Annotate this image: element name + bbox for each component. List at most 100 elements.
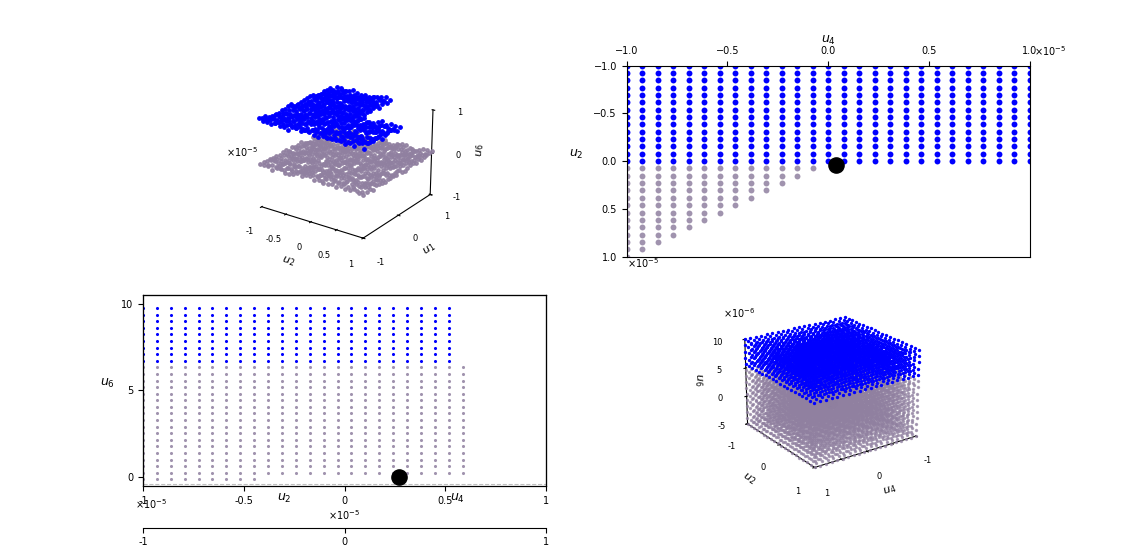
Point (328, 409, 347, 418)
Point (161, 383, 180, 391)
Point (990, 135, 1008, 144)
Point (245, 336, 263, 345)
Point (943, 142, 961, 151)
Point (134, 462, 152, 471)
Point (384, 323, 403, 332)
Point (301, 304, 319, 312)
Point (204, 304, 222, 312)
Point (328, 357, 347, 365)
Point (649, 186, 667, 195)
Point (694, 150, 713, 158)
Point (866, 150, 884, 158)
Point (803, 98, 821, 106)
Point (161, 343, 180, 352)
Point (245, 310, 263, 319)
Point (190, 436, 208, 444)
Point (1020, 68, 1039, 77)
Point (231, 323, 249, 332)
Point (680, 223, 698, 232)
Point (328, 436, 347, 444)
Point (412, 409, 430, 418)
Point (287, 449, 305, 458)
Point (772, 83, 791, 92)
Point (384, 363, 403, 372)
Point (245, 416, 263, 424)
Point (990, 83, 1008, 92)
Point (287, 363, 305, 372)
Point (259, 304, 277, 312)
Point (990, 150, 1008, 158)
Point (881, 76, 899, 85)
Point (680, 61, 698, 70)
Point (161, 396, 180, 405)
Point (710, 68, 729, 77)
Point (272, 310, 291, 319)
Point (772, 171, 791, 180)
Point (342, 429, 360, 437)
Point (384, 462, 403, 471)
Point (161, 357, 180, 365)
Point (664, 135, 682, 144)
Point (426, 422, 444, 431)
Point (231, 429, 249, 437)
Point (928, 83, 946, 92)
Point (439, 455, 458, 464)
Point (231, 363, 249, 372)
Point (633, 91, 651, 99)
Point (664, 127, 682, 136)
Point (161, 455, 180, 464)
Point (287, 429, 305, 437)
Point (175, 436, 193, 444)
Point (259, 468, 277, 477)
Point (649, 61, 667, 70)
Point (272, 416, 291, 424)
Point (866, 105, 884, 114)
Point (772, 150, 791, 158)
Point (912, 68, 930, 77)
Point (161, 468, 180, 477)
Point (148, 330, 166, 339)
Point (788, 164, 807, 173)
Point (342, 336, 360, 345)
Point (134, 396, 152, 405)
Point (618, 230, 636, 239)
Point (850, 135, 868, 144)
Point (148, 402, 166, 411)
Point (974, 91, 992, 99)
Point (881, 135, 899, 144)
Point (371, 468, 389, 477)
Point (217, 343, 236, 352)
Point (726, 135, 745, 144)
Point (710, 112, 729, 121)
Point (866, 98, 884, 106)
Point (315, 402, 333, 411)
Point (757, 105, 776, 114)
Point (788, 142, 807, 151)
Point (412, 422, 430, 431)
Point (439, 422, 458, 431)
Point (633, 201, 651, 210)
Point (328, 396, 347, 405)
Point (134, 376, 152, 385)
Point (710, 61, 729, 70)
Point (453, 402, 471, 411)
Point (204, 350, 222, 359)
Point (710, 120, 729, 129)
Point (881, 68, 899, 77)
Point (439, 442, 458, 451)
Point (190, 363, 208, 372)
Point (819, 120, 837, 129)
Point (649, 135, 667, 144)
Point (649, 157, 667, 165)
Point (664, 201, 682, 210)
Point (897, 98, 915, 106)
Point (866, 112, 884, 121)
Point (272, 436, 291, 444)
Point (384, 402, 403, 411)
Point (384, 455, 403, 464)
Point (680, 150, 698, 158)
Point (384, 376, 403, 385)
Point (928, 135, 946, 144)
Point (161, 330, 180, 339)
Point (726, 105, 745, 114)
